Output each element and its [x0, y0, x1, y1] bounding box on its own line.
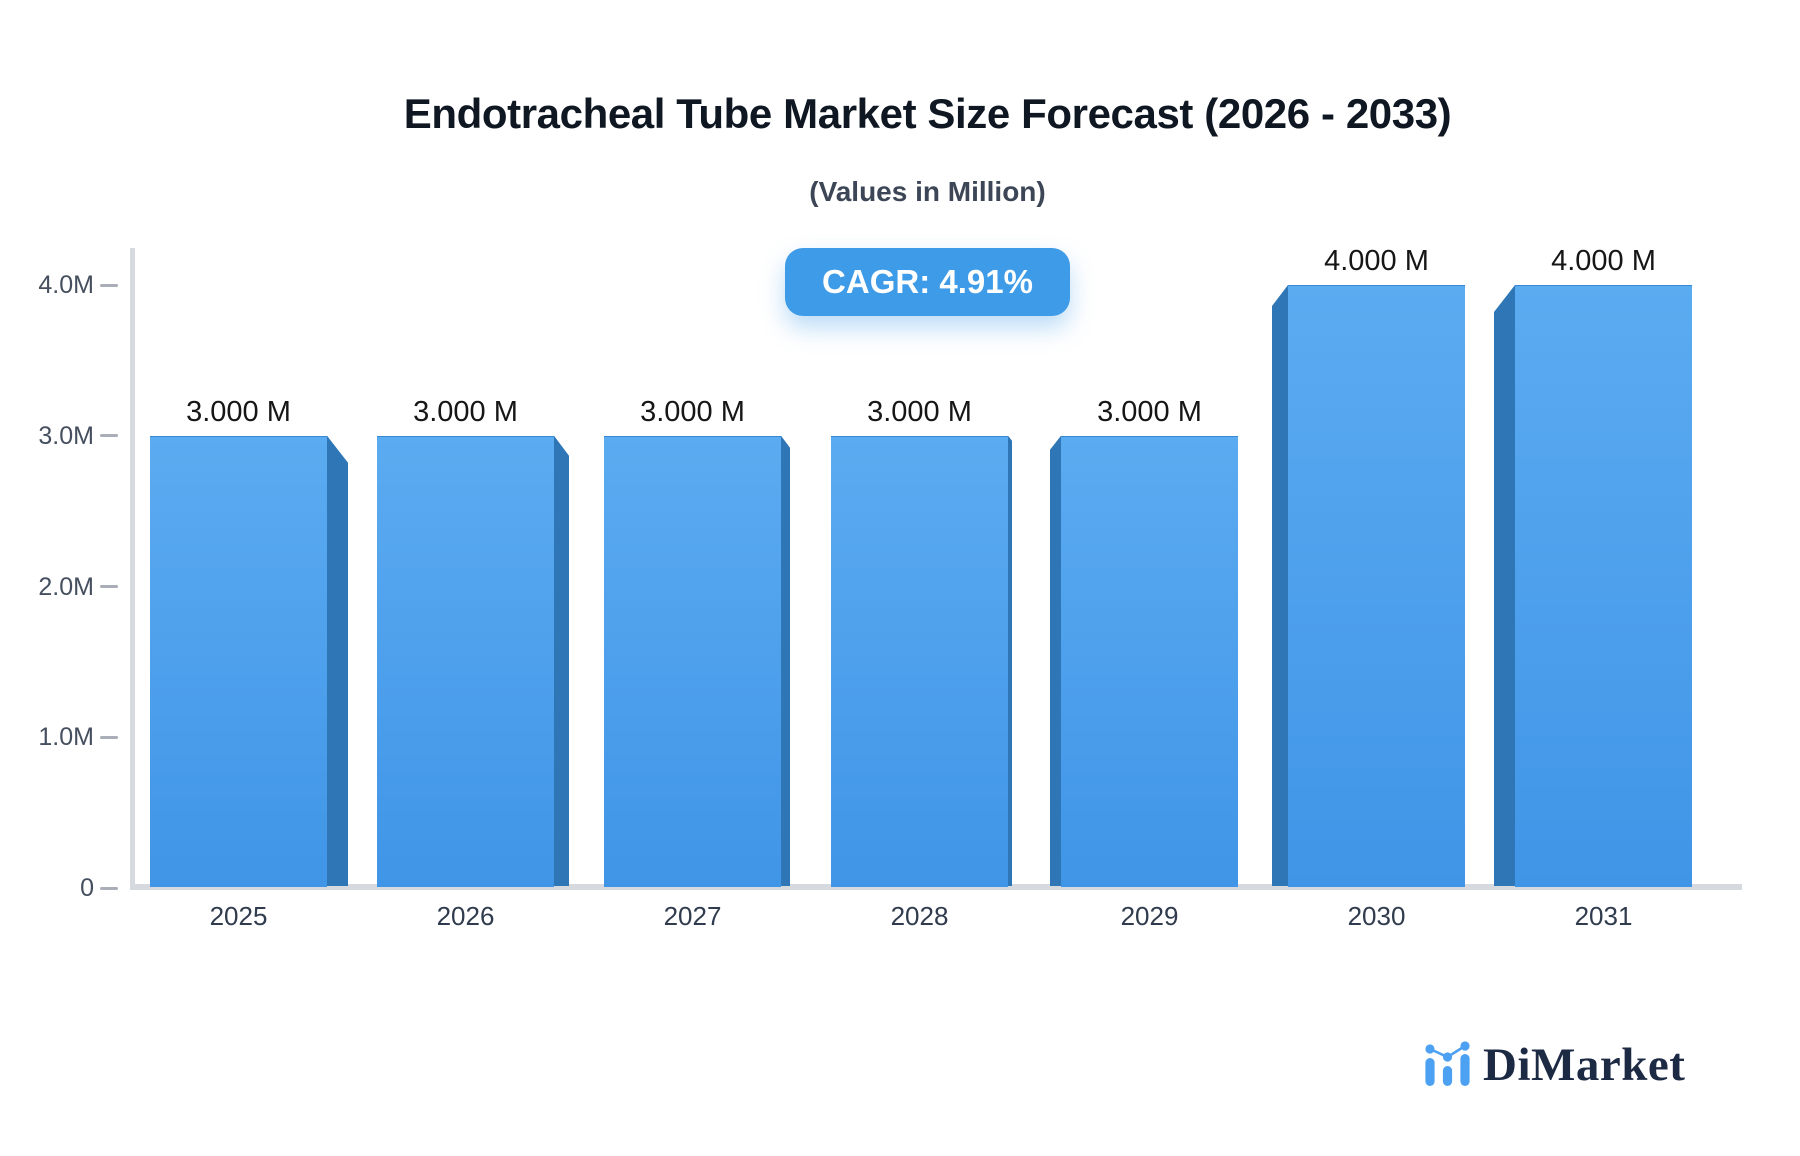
bar-value-label: 3.000 M — [640, 395, 745, 428]
y-axis-tick — [100, 283, 118, 287]
x-axis-label: 2026 — [436, 901, 495, 931]
page-title: Endotracheal Tube Market Size Forecast (… — [403, 90, 1452, 137]
x-axis-label: 2029 — [1120, 901, 1179, 931]
bar — [831, 435, 1008, 887]
x-axis-label: 2028 — [890, 901, 949, 931]
y-axis-label: 3.0M — [38, 421, 94, 450]
x-axis-label: 2031 — [1574, 901, 1633, 931]
brand-logo: DiMarket — [1423, 1040, 1685, 1090]
y-axis-label: 1.0M — [38, 723, 94, 752]
y-axis-label: 2.0M — [38, 572, 94, 601]
chart-header: Endotracheal Tube Market Size Forecast (… — [130, 0, 1725, 340]
bar — [377, 435, 554, 887]
bar-value-label: 4.000 M — [1551, 245, 1656, 277]
bar-side-face — [1050, 435, 1061, 886]
bar-value-label: 3.000 M — [1097, 395, 1202, 428]
x-axis-label: 2025 — [209, 901, 268, 931]
bar-value-label: 4.000 M — [1324, 245, 1429, 277]
page-subtitle: (Values in Million) — [809, 176, 1046, 207]
y-axis-tick — [100, 735, 118, 739]
bar-value-label: 3.000 M — [867, 395, 972, 428]
bar — [1288, 285, 1465, 887]
bar-side-face — [554, 435, 569, 886]
x-axis-label: 2027 — [663, 901, 722, 931]
bar-value-label: 3.000 M — [186, 395, 291, 428]
bar-value-label: 3.000 M — [413, 395, 518, 428]
y-axis-tick — [100, 886, 118, 890]
y-axis-tick — [100, 434, 118, 438]
bar — [604, 435, 781, 887]
bar — [150, 435, 327, 887]
x-axis-line — [130, 884, 1742, 890]
bar — [1061, 435, 1238, 887]
bar-side-face — [1494, 285, 1515, 886]
cagr-badge: CAGR: 4.91% — [785, 248, 1070, 316]
bar-side-face — [327, 435, 348, 886]
y-axis-label: 0 — [80, 874, 94, 902]
y-axis-tick — [100, 585, 118, 588]
brand-logo-text: DiMarket — [1483, 1039, 1686, 1091]
bar — [1515, 285, 1692, 887]
bar-side-face — [1272, 285, 1288, 886]
y-axis-label: 4.0M — [38, 271, 94, 299]
x-axis-label: 2030 — [1347, 901, 1406, 931]
bar-side-face — [781, 435, 790, 886]
y-axis-line — [130, 248, 135, 884]
bar-side-face — [1008, 435, 1012, 886]
bar-chart-logo-icon — [1425, 1041, 1470, 1086]
cagr-badge-row: CAGR: 4.91% — [130, 248, 1725, 316]
